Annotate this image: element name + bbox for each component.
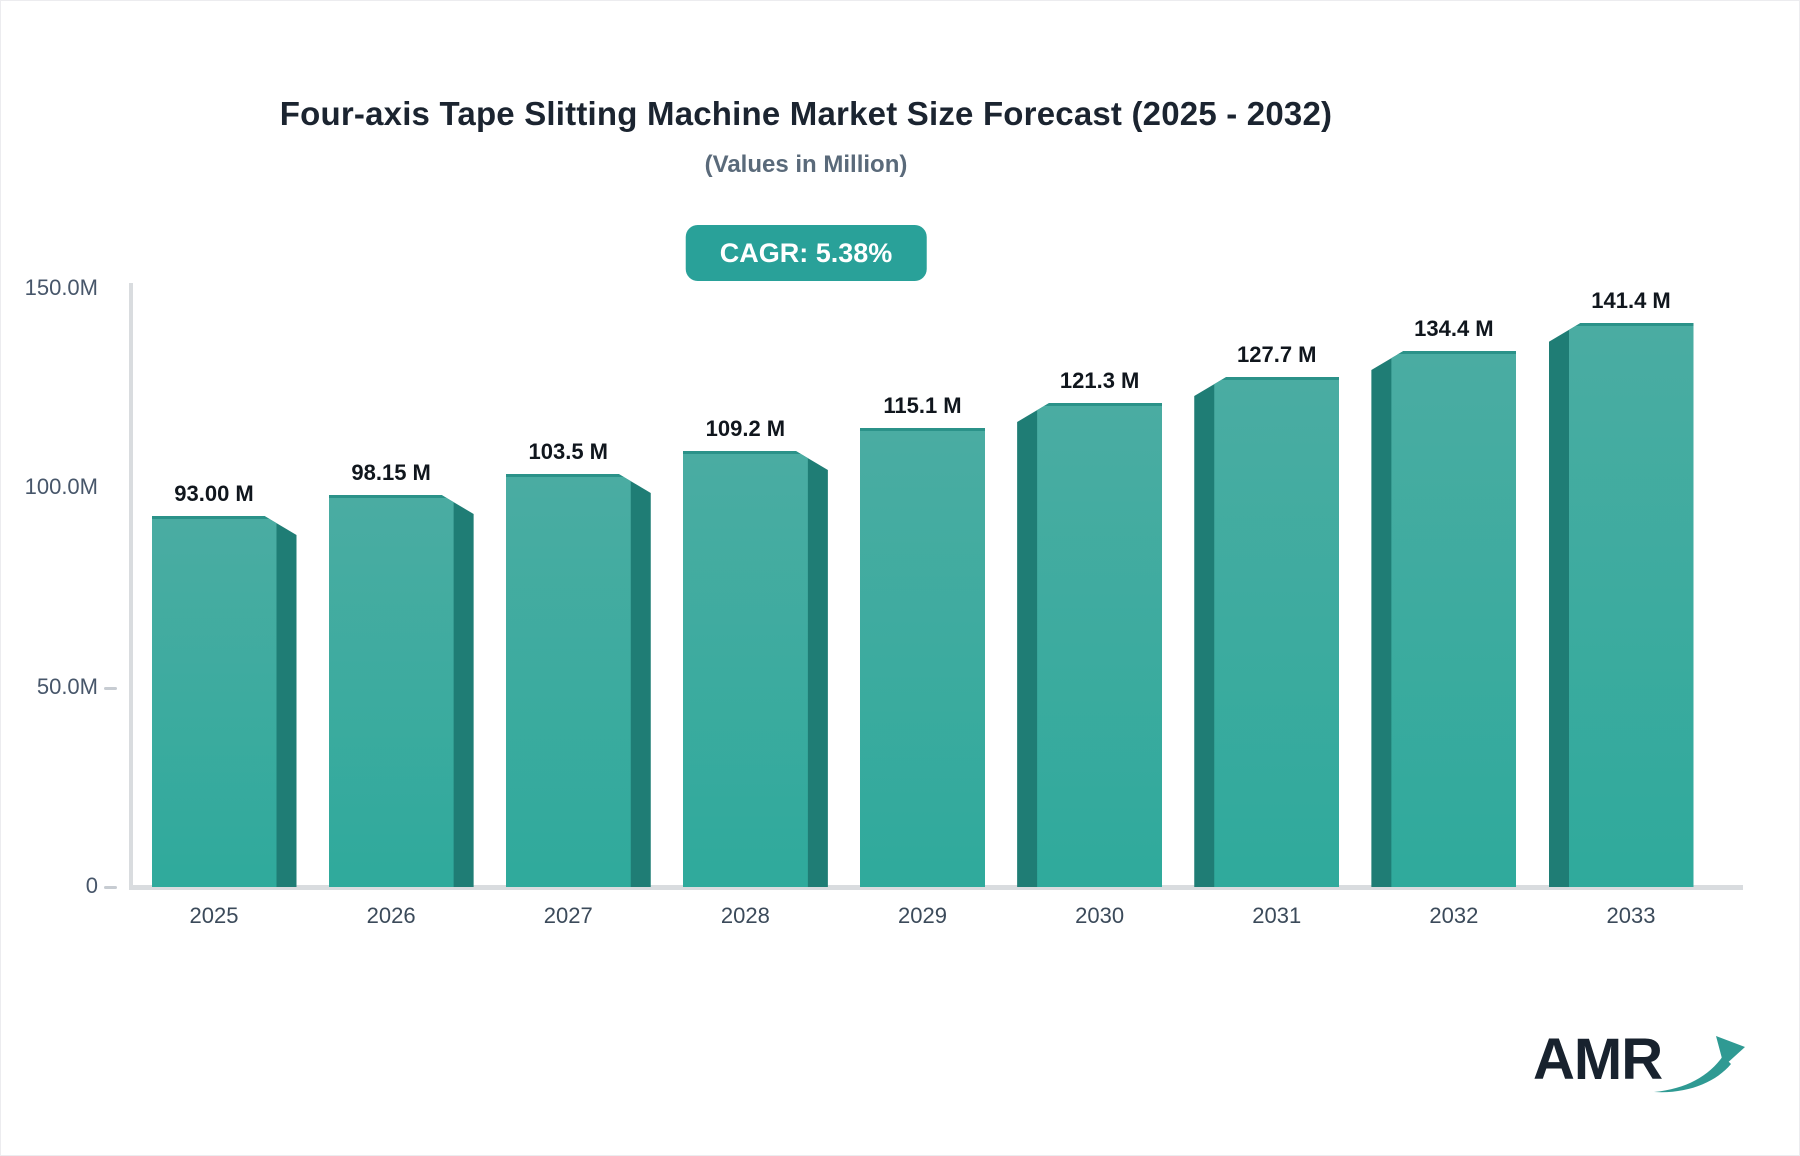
x-axis-label-2031: 2031 — [1252, 903, 1302, 928]
x-axis-label-2027: 2027 — [543, 903, 593, 928]
y-axis-label: 50.0M — [36, 673, 98, 699]
bar-2030: 121.3 M — [1017, 368, 1163, 887]
bar-front-face — [682, 451, 808, 887]
bar-value-label: 121.3 M — [1059, 368, 1140, 393]
x-axis-line — [129, 885, 1743, 890]
y-axis-tick — [104, 686, 117, 690]
bar-front-face — [1568, 323, 1694, 887]
y-axis-label: 0 — [85, 873, 98, 898]
x-axis-label-2025: 2025 — [189, 903, 239, 928]
x-axis-label-2032: 2032 — [1429, 903, 1479, 928]
growth-arrow-icon — [1654, 1036, 1746, 1093]
bar-2031: 127.7 M — [1194, 342, 1340, 887]
bar-2027: 103.5 M — [505, 439, 651, 887]
bar-2028: 109.2 M — [682, 416, 828, 887]
bar-value-label: 127.7 M — [1237, 342, 1317, 367]
x-axis-label-2028: 2028 — [720, 903, 770, 928]
x-axis-label-2030: 2030 — [1075, 903, 1125, 928]
page-title: Four-axis Tape Slitting Machine Market S… — [279, 95, 1333, 132]
bar-value-label: 103.5 M — [528, 439, 609, 464]
x-axis-label-2029: 2029 — [898, 903, 947, 928]
bar-front-face — [1214, 377, 1340, 887]
x-axis-label-2033: 2033 — [1606, 903, 1656, 928]
bar-2033: 141.4 M — [1548, 288, 1694, 887]
bar-value-label: 109.2 M — [705, 416, 786, 441]
bar-value-label: 93.00 M — [174, 481, 254, 506]
bar-front-face — [860, 428, 985, 887]
bar-2025: 93.00 M — [151, 481, 297, 887]
bar-value-label: 98.15 M — [351, 460, 431, 485]
amr-logo-text: AMR — [1533, 1027, 1663, 1092]
bar-value-label: 115.1 M — [883, 393, 962, 418]
bar-value-label: 141.4 M — [1591, 288, 1671, 313]
bar-front-face — [328, 495, 454, 887]
y-axis-label: 100.0M — [24, 474, 98, 499]
bar-2026: 98.15 M — [328, 460, 474, 887]
y-axis-tick — [104, 886, 117, 889]
bar-front-face — [505, 474, 631, 887]
bar-value-label: 134.4 M — [1414, 316, 1494, 341]
amr-logo: AMR — [1533, 1031, 1747, 1097]
x-axis-label-2026: 2026 — [366, 903, 416, 928]
y-axis-line — [129, 283, 133, 890]
bar-front-face — [1037, 403, 1163, 887]
cagr-badge: CAGR: 5.38% — [685, 225, 927, 281]
bar-2032: 134.4 M — [1371, 316, 1517, 887]
y-axis-label: 150.0M — [24, 274, 98, 300]
bar-2029: 115.1 M — [860, 393, 985, 887]
bar-front-face — [151, 516, 277, 887]
bar-front-face — [1391, 351, 1517, 887]
chart-subtitle: (Values in Million) — [704, 151, 908, 178]
